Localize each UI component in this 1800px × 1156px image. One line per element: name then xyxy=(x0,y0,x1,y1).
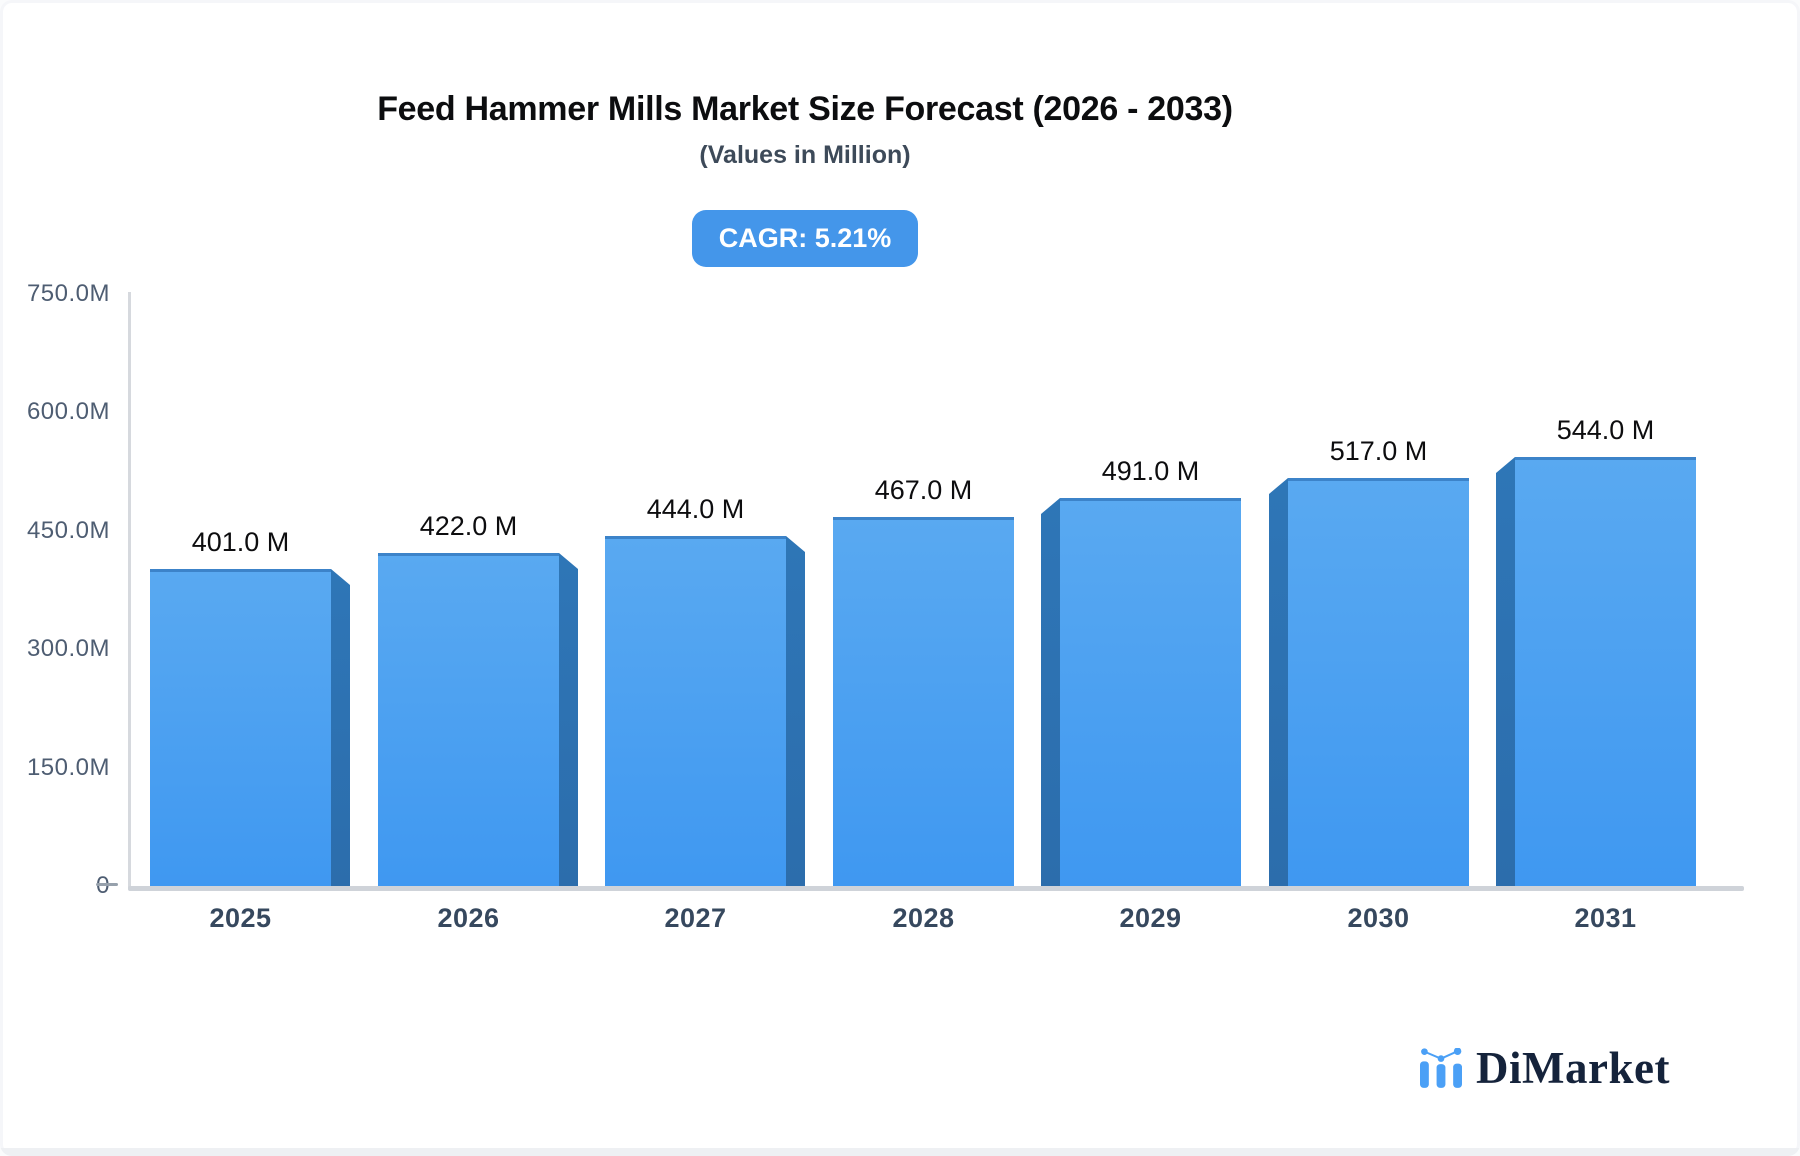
bar-value-label: 467.0 M xyxy=(874,475,973,505)
bar xyxy=(1288,478,1469,886)
chart-header: Feed Hammer Mills Market Size Forecast (… xyxy=(0,90,1610,267)
bar-value-label: 517.0 M xyxy=(1329,436,1428,466)
bar-value-label: 422.0 M xyxy=(419,511,518,541)
bar-value-label: 491.0 M xyxy=(1101,456,1200,486)
bar xyxy=(605,536,786,886)
x-axis-line xyxy=(128,886,1744,891)
bar-value-label: 544.0 M xyxy=(1556,415,1655,445)
x-axis-tick-label: 2026 xyxy=(437,903,500,933)
y-axis-line xyxy=(128,292,131,889)
y-axis-tick-label: 600.0M xyxy=(26,398,110,426)
y-axis-tick-label: 150.0M xyxy=(26,753,110,781)
dimarket-logo-icon xyxy=(1420,1048,1462,1088)
y-axis-tick-label: 750.0M xyxy=(26,280,110,307)
x-axis-tick-label: 2030 xyxy=(1347,903,1410,933)
x-axis-tick-label: 2027 xyxy=(664,903,727,933)
y-axis-tick-label: 0 xyxy=(0,871,110,901)
bar-value-label: 444.0 M xyxy=(646,494,745,524)
bar xyxy=(1060,498,1241,886)
x-axis-tick-label: 2031 xyxy=(1574,903,1637,933)
chart-title: Feed Hammer Mills Market Size Forecast (… xyxy=(377,90,1233,128)
chart-subtitle: (Values in Million) xyxy=(699,141,911,169)
bar xyxy=(378,553,559,886)
bar xyxy=(833,517,1014,886)
bar xyxy=(1515,457,1696,886)
bar xyxy=(150,569,331,886)
dimarket-logo: DiMarket xyxy=(1420,1042,1670,1094)
x-axis-tick-label: 2028 xyxy=(892,903,955,933)
x-axis-tick-label: 2029 xyxy=(1119,903,1182,933)
dimarket-logo-text: DiMarket xyxy=(1476,1043,1670,1093)
y-axis-tick-label: 450.0M xyxy=(26,516,110,544)
y-axis-tick-label: 300.0M xyxy=(26,635,110,663)
bar-side-face xyxy=(1269,478,1288,886)
cagr-badge: CAGR: 5.21% xyxy=(691,210,919,267)
bar-side-face xyxy=(559,553,578,886)
x-axis-tick-label: 2025 xyxy=(209,903,272,933)
bar-side-face xyxy=(331,569,350,886)
bar-side-face xyxy=(1496,457,1515,886)
bottom-edge xyxy=(0,1148,1800,1156)
bar-side-face xyxy=(786,536,805,886)
bar-side-face xyxy=(1041,498,1060,886)
zero-tick-mark xyxy=(96,883,118,886)
bar-value-label: 401.0 M xyxy=(191,527,290,557)
